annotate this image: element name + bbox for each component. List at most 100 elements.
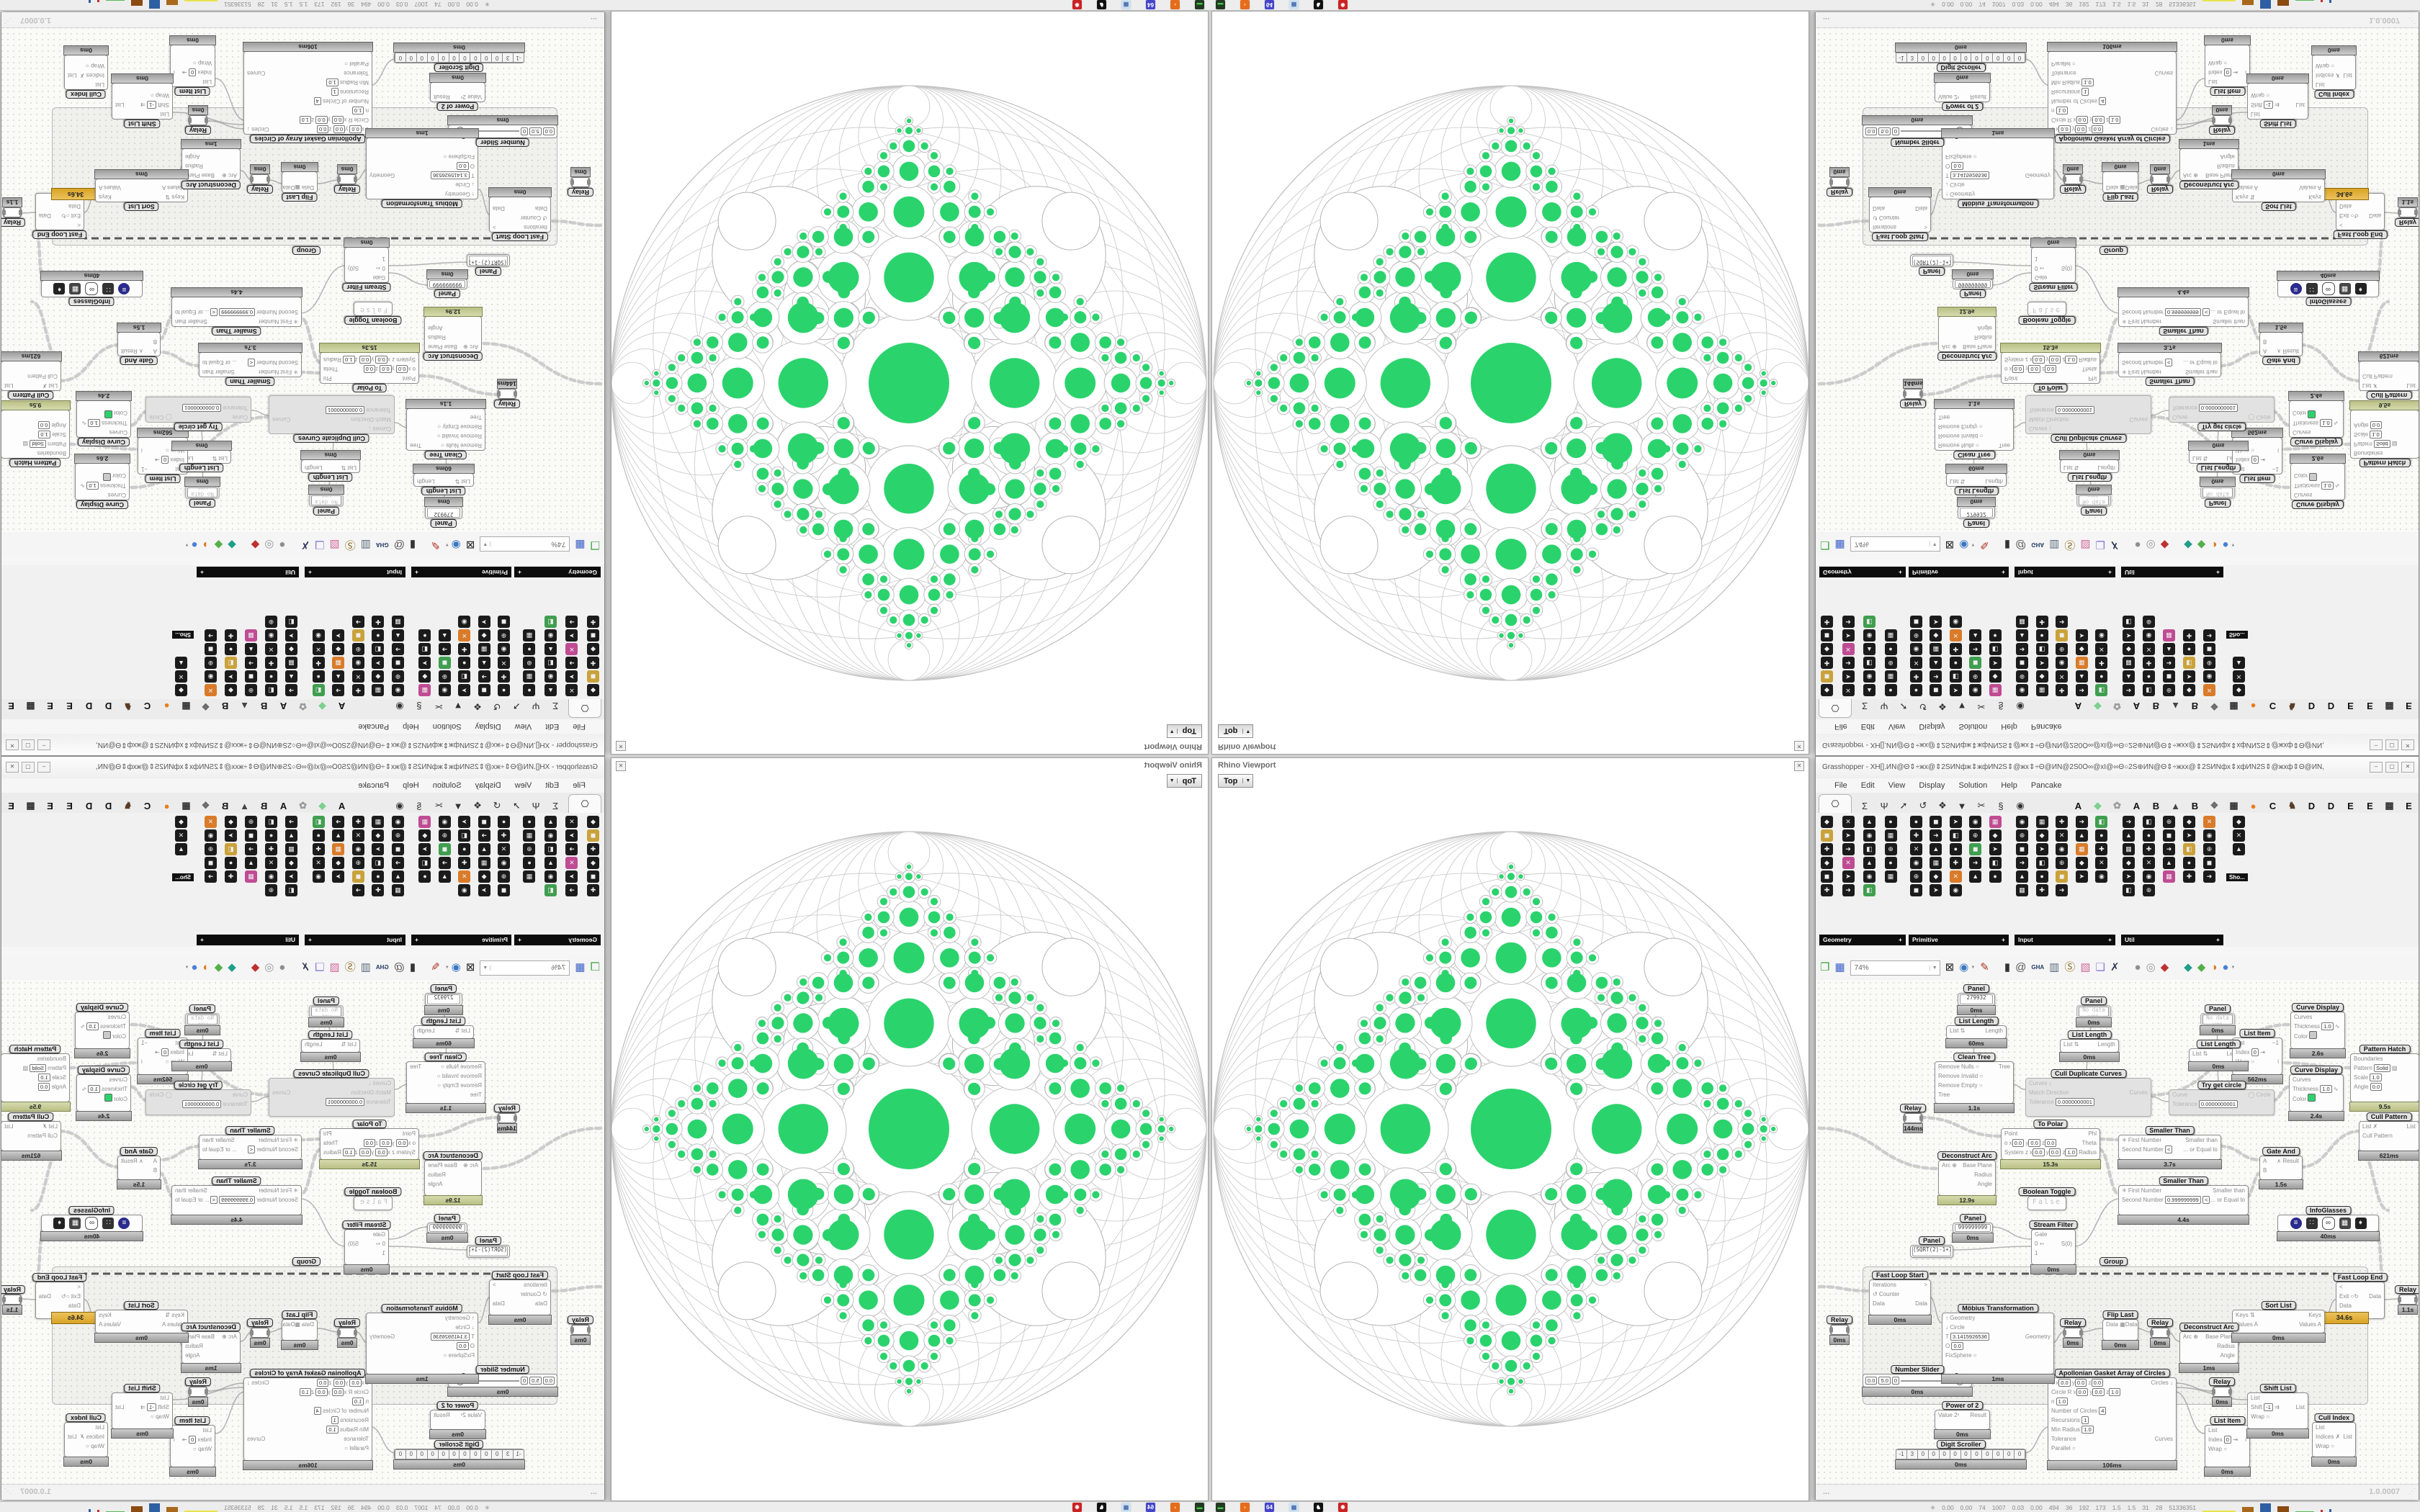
digit[interactable]: 0 <box>1981 53 1994 63</box>
panel-value[interactable]: No data was <box>2079 495 2109 505</box>
chevron-down-icon[interactable]: ▼ <box>2231 542 2236 546</box>
panel-value[interactable]: (SQRT(2)-1+1/512)^1 <box>1912 256 1951 266</box>
component-icon[interactable]: ◆ <box>478 870 490 883</box>
component-icon[interactable]: ▲ <box>175 843 187 855</box>
component-icon[interactable]: ◆ <box>418 670 431 683</box>
component-icon[interactable]: ✚ <box>1821 616 1833 628</box>
component-icon[interactable]: ◉ <box>438 684 451 696</box>
menu-item-edit[interactable]: Edit <box>545 722 560 731</box>
tab-icon-3[interactable]: ↺ <box>493 800 501 811</box>
component-icon[interactable]: ▦ <box>418 816 431 828</box>
component-icon[interactable]: ➤ <box>1842 829 1855 842</box>
component-icon[interactable]: ◆ <box>1821 684 1833 696</box>
close-button[interactable]: ✕ <box>2401 739 2414 750</box>
component-icon[interactable]: ⊕ <box>351 857 364 869</box>
component-icon[interactable]: ➜ <box>1969 857 1982 869</box>
component-icon[interactable]: ✕ <box>351 670 364 683</box>
component-flip-last[interactable]: Flip Last Data ▦ Data 0ms <box>281 1310 318 1350</box>
component-icon[interactable]: ✚ <box>312 657 325 669</box>
toolbar-icon-4[interactable]: ◉ <box>451 539 461 551</box>
component-icon[interactable]: ◉ <box>498 643 510 655</box>
component-panel[interactable]: Panel(SQRT(2)-1+1/512)^1 <box>1910 1236 1953 1258</box>
component-relay[interactable]: Relay 144ms <box>493 1104 521 1133</box>
component-icon[interactable]: ◧ <box>2143 684 2155 696</box>
component-cull-duplicate-curves[interactable]: Cull Duplicate Curves Curves ↓ Match Direc… <box>2025 1069 2151 1117</box>
component-icon[interactable]: ◼ <box>587 829 599 842</box>
component-icon[interactable]: ◼ <box>2016 657 2028 669</box>
group-label[interactable]: Group <box>2099 1257 2128 1266</box>
tab-icon-3[interactable]: ↺ <box>493 701 501 712</box>
component-icon[interactable]: ◆ <box>372 670 385 683</box>
menu-item-edit[interactable]: Edit <box>545 781 560 790</box>
component-icon[interactable]: ✚ <box>498 670 510 683</box>
toolbar-icon-5[interactable]: ✎ <box>431 961 440 973</box>
toolbar-icon-17[interactable]: ◆ <box>2184 539 2192 551</box>
component-icon[interactable]: ✕ <box>2233 670 2245 683</box>
component-icon[interactable]: ✕ <box>2143 643 2155 655</box>
component-fast-loop-start[interactable]: Fast Loop Start Iterations > ↺ Counter Data D… <box>1868 1271 1932 1325</box>
component-icon[interactable]: ▦ <box>523 829 536 842</box>
component-icon[interactable]: ◉ <box>1863 870 1876 883</box>
component-icon[interactable]: ✚ <box>2035 884 2048 896</box>
component-icon[interactable]: ✕ <box>565 643 578 655</box>
chevron-down-icon[interactable]: ▼ <box>1929 541 1940 547</box>
tab-plugin-15[interactable]: E <box>47 701 53 711</box>
component-icon[interactable]: ◆ <box>2075 857 2088 869</box>
component-icon[interactable]: ◉ <box>1863 629 1876 642</box>
close-icon[interactable]: ✕ <box>1794 741 1804 751</box>
component-icon[interactable]: ▲ <box>175 657 187 669</box>
tab-params[interactable]: ⎔ <box>1819 699 1852 718</box>
digit[interactable]: 0 <box>491 53 503 63</box>
component-list-item[interactable]: List Item List Index 0 ⇥ i Wrap ○ 0ms <box>169 35 216 96</box>
component-icon[interactable]: ● <box>1910 816 1922 828</box>
component-icon[interactable]: ◧ <box>1863 616 1876 628</box>
expand-icon[interactable]: + <box>2216 936 2220 943</box>
close-button[interactable]: ✕ <box>2401 762 2414 773</box>
toolbar-icon-6[interactable]: ▮ <box>2004 961 2011 973</box>
component-icon[interactable]: ▦ <box>2163 870 2175 883</box>
toolbar-icon-17[interactable]: ◆ <box>2184 961 2192 973</box>
chevron-down-icon[interactable]: ▼ <box>1242 778 1252 783</box>
component-icon[interactable]: ⊕ <box>2203 657 2215 669</box>
component-icon[interactable]: ◼ <box>392 657 404 669</box>
component-icon[interactable]: ➜ <box>392 857 404 869</box>
component-icon[interactable]: ◼ <box>1969 843 1982 855</box>
component-icon[interactable]: ➜ <box>2075 684 2088 696</box>
component-fast-loop-start[interactable]: Fast Loop Start Iterations > ↺ Counter Data D… <box>488 187 552 241</box>
menu-item-help[interactable]: Help <box>2001 722 2017 731</box>
tab-plugin-17[interactable]: E <box>8 701 14 711</box>
component-relay[interactable]: Relay 0ms <box>246 1318 274 1348</box>
resize-grip-icon[interactable]: ⋰ <box>2408 1488 2416 1495</box>
digit[interactable]: 0 <box>448 53 460 63</box>
expand-icon[interactable]: + <box>308 936 312 943</box>
toolbar-icon-3[interactable]: ⊠ <box>465 539 475 551</box>
expand-icon[interactable]: + <box>2002 569 2005 576</box>
digit[interactable]: 0 <box>1992 53 2004 63</box>
component-relay[interactable]: Relay 1.1s <box>1 1285 26 1315</box>
component-curve-display[interactable]: Curve Display Curves Thickness 1.0 ∿ Color … <box>2290 454 2346 509</box>
component-icon[interactable]: ◼ <box>351 629 364 642</box>
toolbar-icon-12[interactable]: ❑ <box>2095 961 2105 973</box>
digit[interactable]: -1 <box>513 53 524 63</box>
taskbar-icon-0[interactable]: ▬ <box>1195 0 1204 9</box>
tab-plugin-4[interactable]: B <box>2152 801 2160 811</box>
tab-icon-6[interactable]: ✂ <box>1977 800 1986 811</box>
component-icon[interactable]: ⊕ <box>2016 829 2028 842</box>
palette-footer[interactable]: Util + <box>197 567 299 577</box>
component-icon[interactable]: ◆ <box>1821 857 1833 869</box>
component-icon[interactable]: ◆ <box>1989 829 2002 842</box>
toolbar-icon-20[interactable]: ● <box>2222 961 2229 973</box>
component-icon[interactable]: ● <box>2183 857 2195 869</box>
component-icon[interactable]: ▲ <box>332 829 345 842</box>
component-icon[interactable]: ⊕ <box>245 816 257 828</box>
component-icon[interactable]: ◼ <box>438 657 451 669</box>
tab-plugin-11[interactable]: ♞ <box>2287 800 2297 811</box>
component-icon[interactable]: ◆ <box>1930 629 1942 642</box>
component-icon[interactable]: ▲ <box>2075 670 2088 683</box>
component-icon[interactable]: ▦ <box>245 629 257 642</box>
component-icon[interactable]: ▲ <box>2233 843 2245 855</box>
tab-plugin-14[interactable]: E <box>2347 801 2354 811</box>
component-icon[interactable]: ➜ <box>478 829 490 842</box>
digit[interactable]: 0 <box>1917 1449 1929 1459</box>
component-icon[interactable]: ➤ <box>2035 657 2048 669</box>
